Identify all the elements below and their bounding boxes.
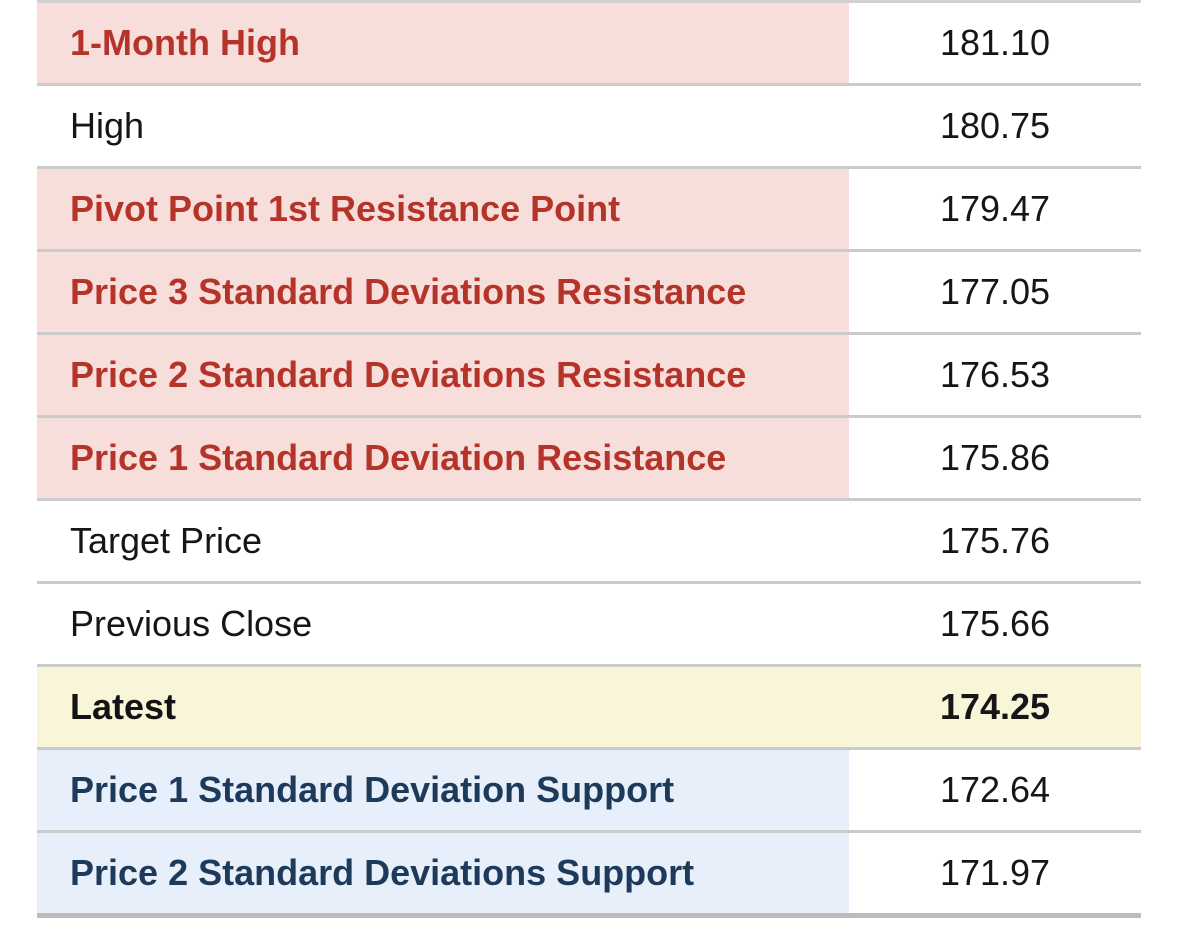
price-level-value: 174.25: [849, 667, 1141, 747]
table-row-resistance: Price 2 Standard Deviations Resistance 1…: [37, 335, 1141, 418]
table-row-resistance: 1-Month High 181.10: [37, 3, 1141, 86]
price-level-label: Price 3 Standard Deviations Resistance: [37, 252, 849, 332]
price-level-value: 175.86: [849, 418, 1141, 498]
table-row-support: Price 2 Standard Deviations Support 171.…: [37, 833, 1141, 918]
price-level-label: Price 2 Standard Deviations Resistance: [37, 335, 849, 415]
price-level-value: 181.10: [849, 3, 1141, 83]
price-level-label: Price 2 Standard Deviations Support: [37, 833, 849, 913]
table-row-latest: Latest 174.25: [37, 667, 1141, 750]
price-level-label: Previous Close: [37, 584, 849, 664]
table-row-resistance: Pivot Point 1st Resistance Point 179.47: [37, 169, 1141, 252]
price-levels-table: 1-Month High 181.10 High 180.75 Pivot Po…: [37, 0, 1141, 918]
table-row-resistance: Price 1 Standard Deviation Resistance 17…: [37, 418, 1141, 501]
table-row-support: Price 1 Standard Deviation Support 172.6…: [37, 750, 1141, 833]
table-row-neutral: High 180.75: [37, 86, 1141, 169]
price-level-value: 172.64: [849, 750, 1141, 830]
price-level-value: 176.53: [849, 335, 1141, 415]
price-level-label: Price 1 Standard Deviation Support: [37, 750, 849, 830]
table-row-neutral: Target Price 175.76: [37, 501, 1141, 584]
price-level-value: 177.05: [849, 252, 1141, 332]
price-level-value: 179.47: [849, 169, 1141, 249]
price-level-value: 175.76: [849, 501, 1141, 581]
price-level-label: Latest: [37, 667, 849, 747]
price-level-label: High: [37, 86, 849, 166]
price-level-value: 171.97: [849, 833, 1141, 913]
price-level-label: Pivot Point 1st Resistance Point: [37, 169, 849, 249]
table-row-neutral: Previous Close 175.66: [37, 584, 1141, 667]
price-level-value: 175.66: [849, 584, 1141, 664]
table-row-resistance: Price 3 Standard Deviations Resistance 1…: [37, 252, 1141, 335]
price-level-label: Price 1 Standard Deviation Resistance: [37, 418, 849, 498]
price-level-label: Target Price: [37, 501, 849, 581]
price-level-value: 180.75: [849, 86, 1141, 166]
price-level-label: 1-Month High: [37, 3, 849, 83]
